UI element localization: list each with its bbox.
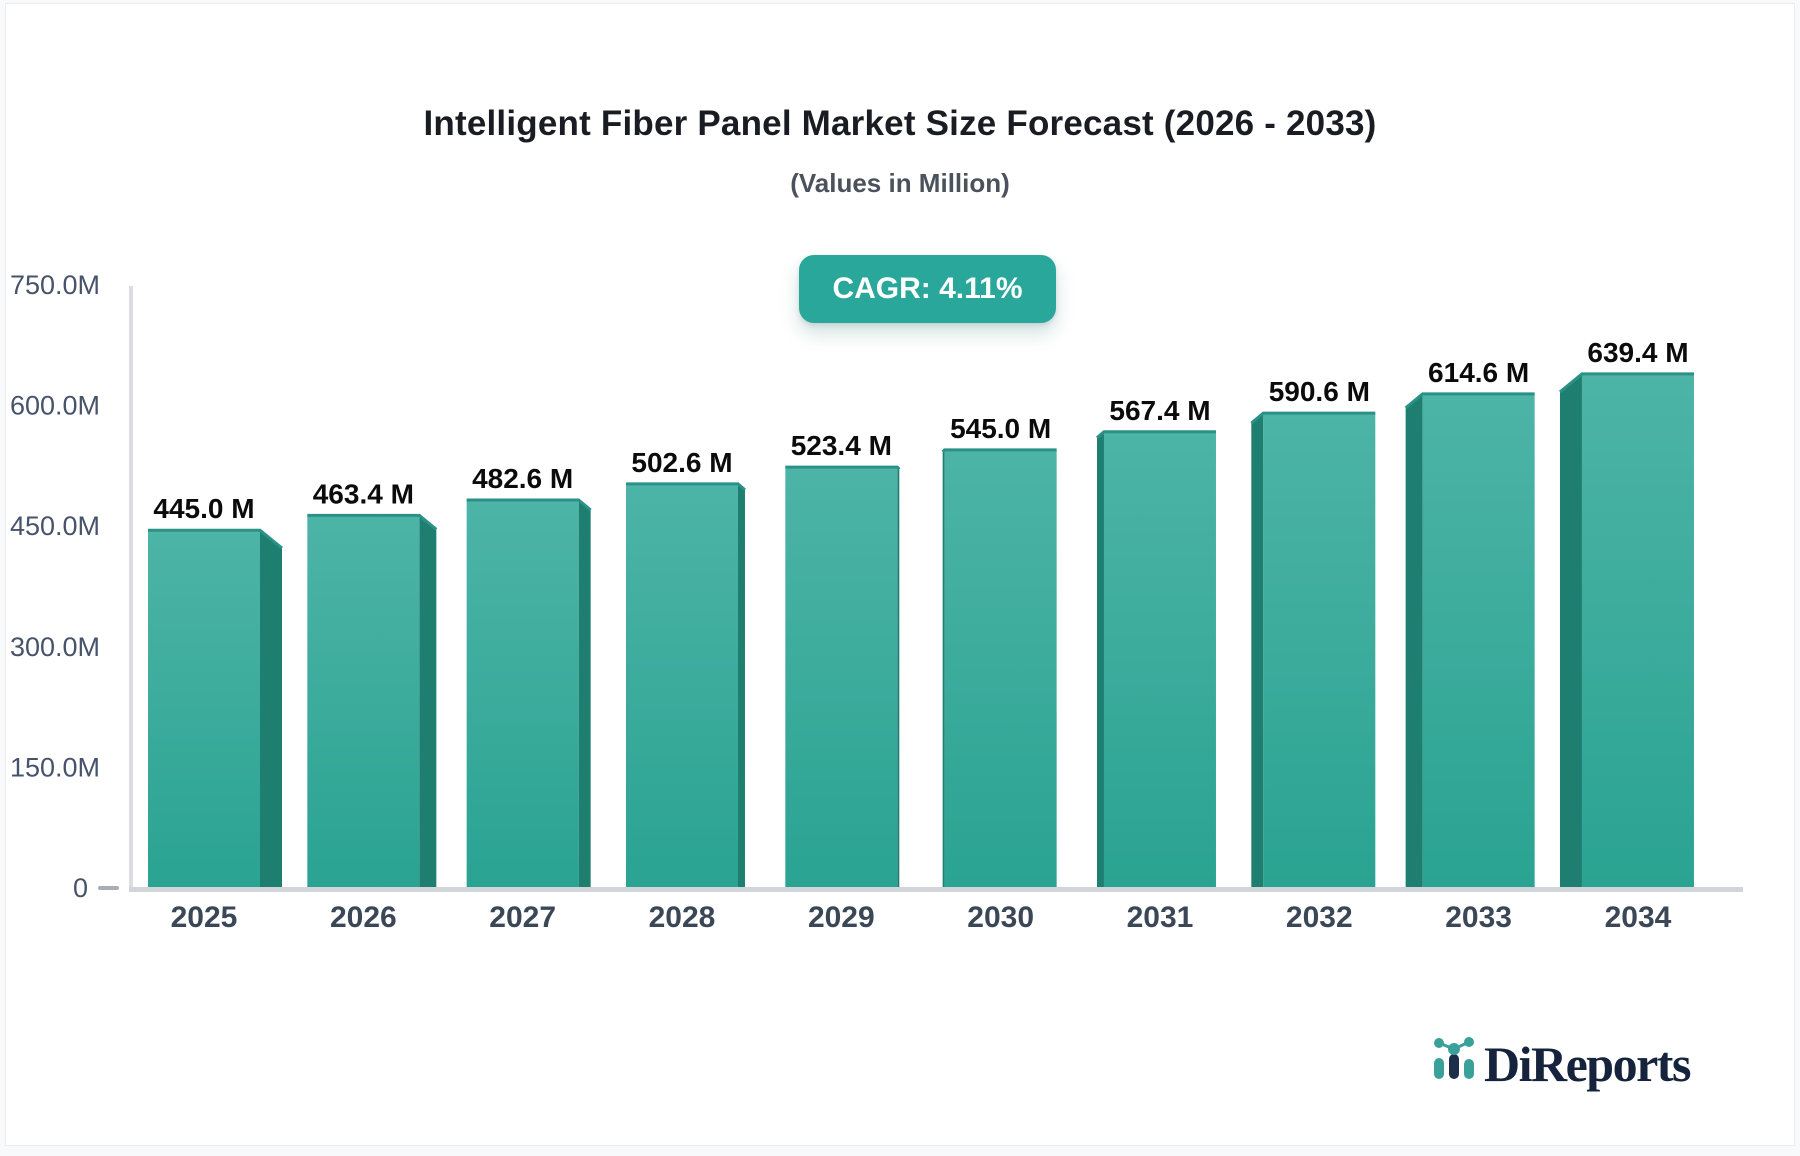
bar-2031[interactable] (1103, 431, 1216, 888)
x-axis-label-2026: 2026 (330, 901, 397, 934)
direports-logo-text: DiReports (1484, 1036, 1691, 1092)
bar-value-2027: 482.6 M (472, 463, 573, 494)
bar-top-edge-2027 (466, 498, 592, 512)
bar-value-2028: 502.6 M (631, 447, 732, 478)
x-axis-label-2033: 2033 (1445, 901, 1512, 934)
y-axis-label-600.0M: 600.0M (10, 391, 100, 421)
x-axis-label-2025: 2025 (171, 901, 238, 934)
bar-2030[interactable] (944, 449, 1057, 888)
bar-side-2032 (1251, 413, 1264, 888)
bar-side-2030 (942, 449, 945, 888)
x-axis-label-2027: 2027 (489, 901, 556, 934)
bar-top-edge-2030 (941, 448, 1057, 453)
bar-2034[interactable] (1581, 373, 1694, 889)
y-axis-label-150.0M: 150.0M (10, 752, 100, 782)
bar-2033[interactable] (1422, 393, 1535, 888)
bar-value-2033: 614.6 M (1428, 357, 1529, 388)
bar-2029[interactable] (785, 467, 898, 888)
bar-2027[interactable] (466, 499, 579, 888)
bar-value-2025: 445.0 M (153, 493, 254, 524)
chart-title: Intelligent Fiber Panel Market Size Fore… (423, 104, 1377, 143)
bar-side-2028 (737, 483, 745, 888)
bar-value-2031: 567.4 M (1109, 395, 1210, 426)
bar-2032[interactable] (1263, 413, 1376, 888)
bar-side-2026 (419, 515, 437, 888)
direports-logo[interactable]: DiReports (1431, 1036, 1691, 1092)
bar-side-2029 (897, 467, 900, 888)
x-axis-label-2031: 2031 (1127, 901, 1194, 934)
bar-top-edge-2031 (1096, 430, 1216, 439)
bar-top-edge-2034 (1559, 372, 1694, 394)
bar-value-2032: 590.6 M (1269, 376, 1370, 407)
x-axis-label-2034: 2034 (1605, 901, 1672, 934)
bar-2028[interactable] (625, 483, 738, 888)
y-axis-label-750.0M: 750.0M (10, 270, 100, 300)
bar-value-2034: 639.4 M (1587, 337, 1688, 368)
y-axis-label-450.0M: 450.0M (10, 511, 100, 541)
bar-value-2029: 523.4 M (791, 430, 892, 461)
x-axis-label-2030: 2030 (967, 901, 1034, 934)
bar-side-2025 (260, 530, 282, 888)
bar-top-edge-2032 (1250, 411, 1376, 425)
cagr-badge: CAGR: 4.11% (799, 255, 1056, 323)
bar-2026[interactable] (307, 515, 420, 888)
y-axis-label-300.0M: 300.0M (10, 632, 100, 662)
x-axis-label-2028: 2028 (649, 901, 716, 934)
bar-side-2031 (1096, 431, 1104, 888)
bar-top-edge-2025 (148, 528, 283, 550)
x-axis-label-2029: 2029 (808, 901, 875, 934)
bar-top-edge-2026 (307, 513, 438, 531)
bar-side-2034 (1559, 373, 1582, 889)
y-axis-label-0: 0 (73, 873, 88, 903)
bar-side-2027 (578, 499, 591, 888)
x-axis-label-2032: 2032 (1286, 901, 1353, 934)
bar-side-2033 (1405, 393, 1423, 888)
chart-subtitle: (Values in Million) (790, 168, 1010, 198)
bar-2025[interactable] (148, 530, 260, 888)
bar-value-2030: 545.0 M (950, 413, 1051, 444)
bar-top-edge-2033 (1404, 392, 1535, 410)
bar-value-2026: 463.4 M (313, 478, 414, 509)
bar-top-edge-2028 (625, 482, 746, 492)
bar-top-edge-2029 (785, 465, 901, 471)
direports-chart-icon (1434, 1037, 1474, 1079)
